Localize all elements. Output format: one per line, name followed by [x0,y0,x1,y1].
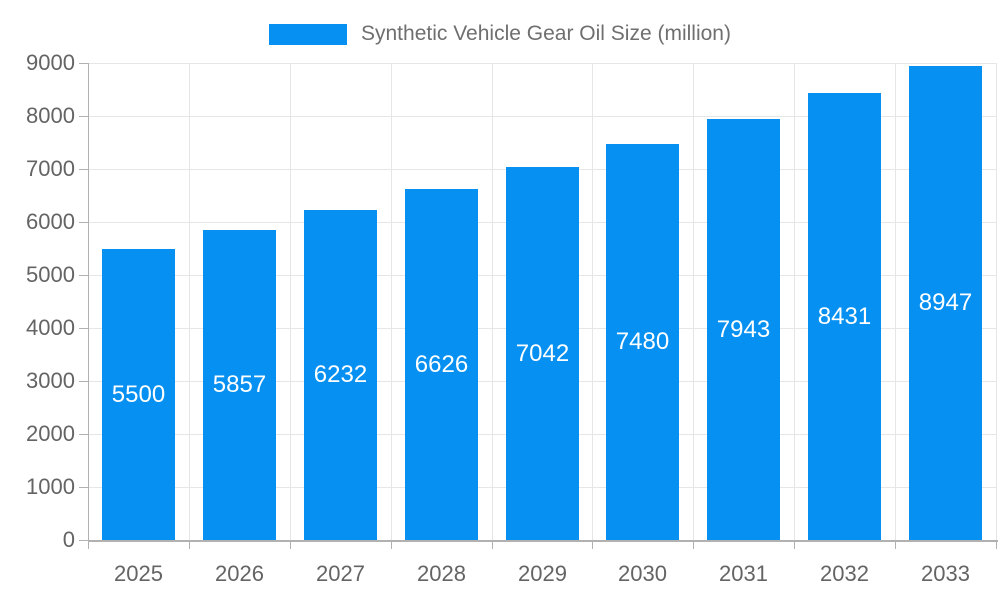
bar-value-label: 8947 [918,289,973,316]
y-axis-tick-label: 3000 [26,368,75,393]
x-axis-tick-label: 2030 [618,561,667,586]
y-axis-tick [79,434,88,435]
x-axis-tick [391,540,392,549]
bar[interactable]: 7042 [506,167,579,540]
y-axis-tick-label: 2000 [26,421,75,446]
bar-value-label: 7042 [515,339,570,367]
x-gridline [189,63,190,540]
x-gridline [290,63,291,540]
x-gridline [693,63,694,540]
x-axis-tick-label: 2031 [719,561,768,586]
bar[interactable]: 8431 [808,93,881,540]
y-axis-tick-label: 5000 [26,262,75,287]
bar[interactable]: 6232 [304,210,377,540]
bar[interactable]: 5500 [102,249,175,541]
y-axis-tick-label: 7000 [26,156,75,181]
chart-legend: Synthetic Vehicle Gear Oil Size (million… [0,22,1000,46]
x-axis-tick [895,540,896,549]
x-axis-tick-label: 2033 [921,561,970,586]
y-axis-tick [79,222,88,223]
y-axis-tick [79,540,88,541]
y-axis-line [88,63,89,540]
bar[interactable]: 7480 [606,144,679,540]
x-axis-tick-label: 2026 [215,561,264,586]
x-axis-tick [693,540,694,549]
y-axis-tick [79,63,88,64]
x-axis-tick [492,540,493,549]
x-gridline [492,63,493,540]
bar[interactable]: 8947 [909,66,982,540]
x-gridline [895,63,896,540]
bar-value-label: 7943 [716,315,771,343]
legend-label: Synthetic Vehicle Gear Oil Size (million… [361,22,731,45]
bar[interactable]: 7943 [707,119,780,540]
y-gridline [88,116,996,117]
y-axis-tick [79,487,88,488]
x-axis-tick-label: 2027 [316,561,365,586]
bar[interactable]: 5857 [203,230,276,540]
x-gridline [794,63,795,540]
x-axis-tick-label: 2025 [114,561,163,586]
x-axis-tick [290,540,291,549]
x-gridline [996,63,997,540]
y-axis-tick-label: 1000 [26,474,75,499]
x-gridline [391,63,392,540]
y-axis-tick [79,381,88,382]
y-axis-tick-label: 9000 [26,50,75,75]
bar-value-label: 7480 [615,328,670,355]
x-axis-tick [592,540,593,549]
x-axis-tick [996,540,997,549]
x-gridline [592,63,593,540]
bar-value-label: 5857 [212,371,267,398]
y-axis-tick-label: 8000 [26,103,75,128]
x-axis-tick-label: 2028 [417,561,466,586]
x-axis-tick [189,540,190,549]
x-axis-tick [794,540,795,549]
y-axis-tick [79,328,88,329]
legend-swatch-icon [269,23,347,45]
bar-value-label: 6232 [313,361,368,388]
y-gridline [88,63,996,64]
x-axis-line [88,540,998,542]
y-axis-tick-label: 6000 [26,209,75,234]
x-axis-tick-label: 2032 [820,561,869,586]
y-axis-tick-label: 4000 [26,315,75,340]
y-axis-tick-label: 0 [62,527,75,552]
y-axis-tick [79,275,88,276]
x-axis-tick [88,540,89,549]
bar-value-label: 5500 [111,381,166,408]
y-axis-tick [79,116,88,117]
y-axis-tick [79,169,88,170]
bar[interactable]: 6626 [405,189,478,540]
bar-value-label: 8431 [817,302,872,330]
bar-value-label: 6626 [414,350,469,378]
x-axis-tick-label: 2029 [518,561,567,586]
